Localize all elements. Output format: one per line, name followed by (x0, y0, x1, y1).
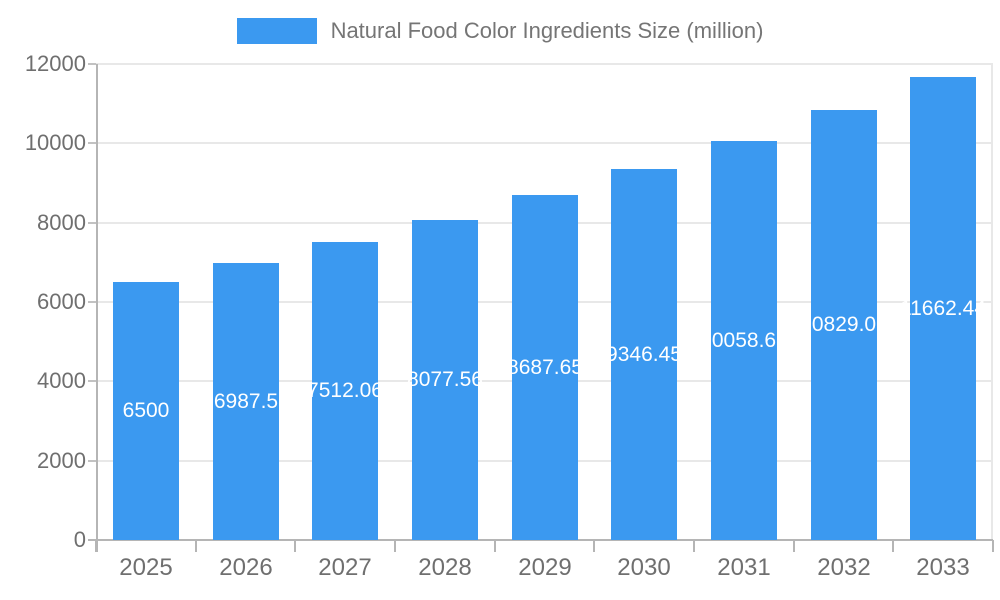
bar-2033[interactable] (910, 77, 976, 540)
y-axis-tick-label: 6000 (37, 289, 86, 314)
bar-2028[interactable] (412, 220, 478, 540)
x-axis-tick-label: 2029 (518, 554, 572, 581)
x-axis-line (88, 539, 993, 541)
x-axis-tick (892, 540, 894, 552)
bar-2030[interactable] (611, 169, 677, 540)
bar-value-label: 7512.06 (307, 379, 383, 402)
y-axis-tick-label: 12000 (24, 51, 86, 76)
x-axis-tick-label: 2032 (817, 554, 871, 581)
y-axis-tick-label: 10000 (24, 130, 86, 155)
bar-2032[interactable] (811, 110, 877, 540)
y-axis-tick (88, 460, 96, 462)
bar-value-label: 11662.44 (899, 297, 987, 320)
bar-2025[interactable] (113, 282, 179, 540)
x-axis-tick-label: 2031 (717, 554, 771, 581)
plot-right-border (991, 64, 993, 540)
bar-2031[interactable] (711, 141, 777, 540)
x-axis-tick (992, 540, 994, 552)
x-axis-tick-label: 2025 (119, 554, 173, 581)
bar-2027[interactable] (312, 242, 378, 540)
y-axis-tick (88, 380, 96, 382)
y-axis-tick (88, 301, 96, 303)
bar-2026[interactable] (213, 263, 279, 540)
x-axis-tick (793, 540, 795, 552)
y-axis-tick (88, 142, 96, 144)
gridline (96, 63, 993, 65)
y-axis-line (96, 64, 98, 552)
x-axis-tick-label: 2030 (617, 554, 671, 581)
bar-value-label: 10829.08 (800, 313, 888, 336)
y-axis-tick-label: 4000 (37, 368, 86, 393)
legend-item[interactable]: Natural Food Color Ingredients Size (mil… (236, 18, 764, 44)
x-axis-tick (494, 540, 496, 552)
bar-value-label: 9346.45 (606, 343, 682, 366)
x-axis-tick (195, 540, 197, 552)
x-axis-tick (95, 540, 97, 552)
chart-legend: Natural Food Color Ingredients Size (mil… (0, 18, 1000, 44)
bar-value-label: 6987.5 (213, 390, 279, 413)
y-axis-tick (88, 63, 96, 65)
legend-label: Natural Food Color Ingredients Size (mil… (330, 18, 764, 43)
x-axis-tick-label: 2026 (219, 554, 273, 581)
x-axis-tick (394, 540, 396, 552)
y-axis-tick-label: 8000 (37, 210, 86, 235)
bar-value-label: 6500 (122, 399, 170, 422)
x-axis-tick (294, 540, 296, 552)
x-axis-tick (693, 540, 695, 552)
bar-value-label: 10058.68 (700, 329, 788, 352)
gridline (96, 142, 993, 144)
x-axis-tick-label: 2027 (318, 554, 372, 581)
x-axis-tick (593, 540, 595, 552)
bar-value-label: 8077.56 (407, 368, 483, 391)
x-axis-tick-label: 2033 (916, 554, 970, 581)
y-axis-tick (88, 222, 96, 224)
legend-swatch (236, 18, 317, 44)
bar-value-label: 8687.65 (507, 356, 583, 379)
bar-2029[interactable] (512, 195, 578, 540)
y-axis-tick-label: 2000 (37, 448, 86, 473)
x-axis-tick-label: 2028 (418, 554, 472, 581)
y-axis-tick-label: 0 (73, 527, 86, 552)
